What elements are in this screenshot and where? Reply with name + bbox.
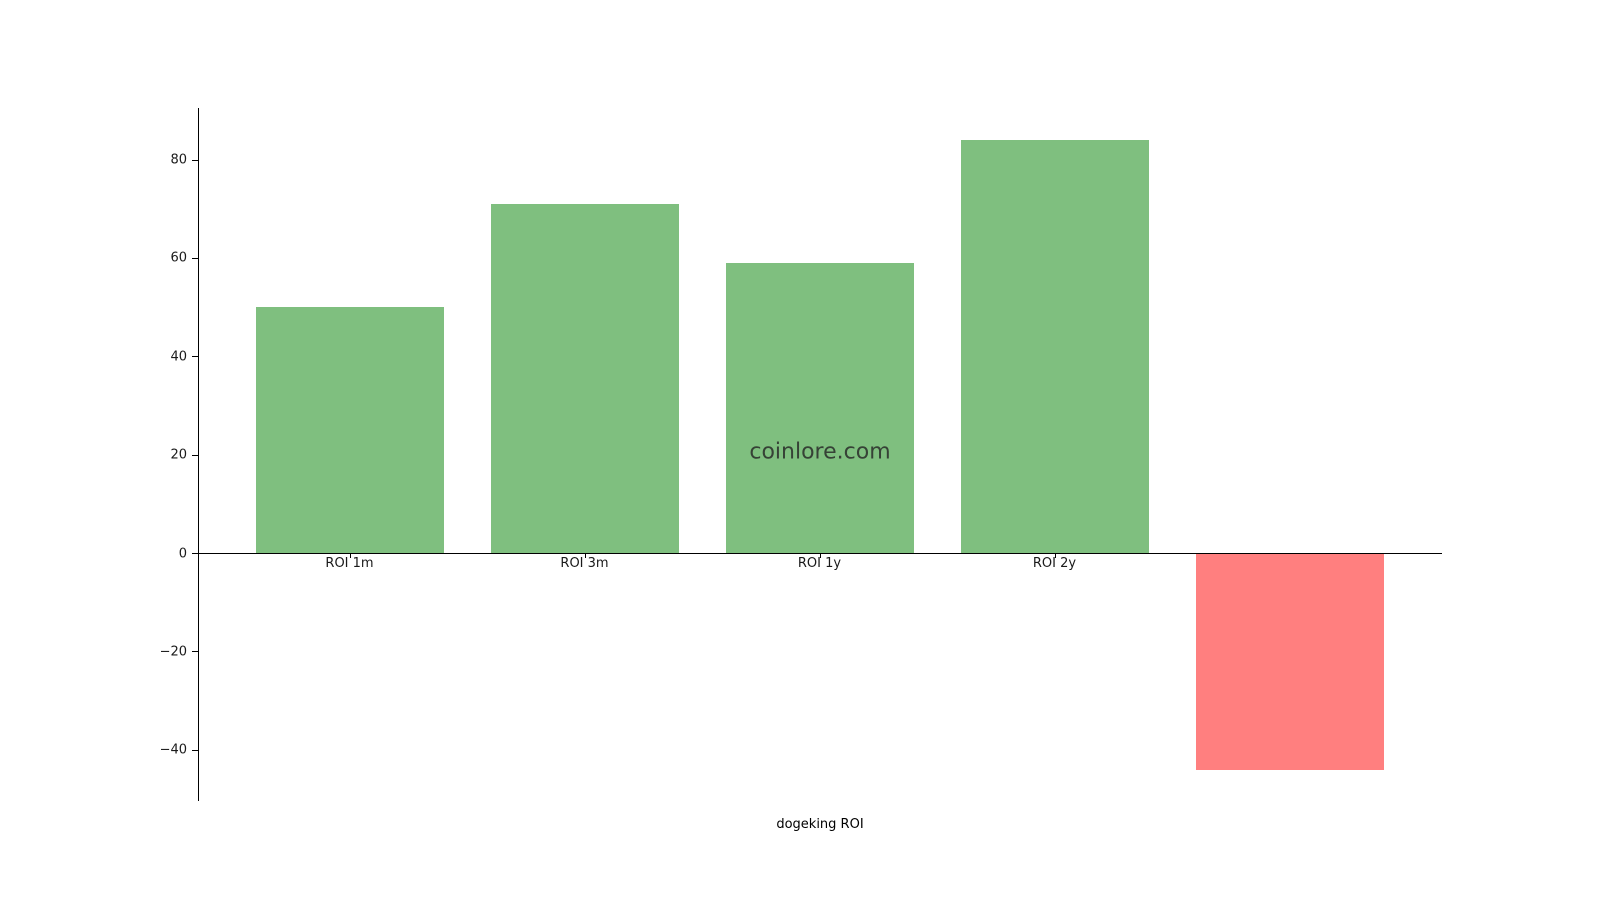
bar-roi-2y (960, 139, 1149, 553)
x-tick-label-roi-2y: ROI 2y (1032, 556, 1077, 571)
y-tick-label-0: 0 (178, 546, 187, 561)
y-axis-spine (198, 108, 199, 801)
y-tick-mark-60 (192, 257, 198, 259)
x-tick-label-roi-3m: ROI 3m (560, 556, 609, 571)
y-tick-mark-40 (192, 356, 198, 358)
x-tick-label-roi-1y: ROI 1y (797, 556, 842, 571)
bar-negative-5 (1195, 554, 1384, 771)
x-tick-label-roi-1m: ROI 1m (325, 556, 374, 571)
y-tick-label-80: 80 (170, 152, 187, 168)
y-tick-mark--40 (192, 749, 198, 751)
y-tick-label--40: −40 (159, 742, 187, 758)
x-tick-mark-roi-3m (584, 553, 586, 558)
x-axis-title: dogeking ROI (776, 817, 864, 832)
y-tick-mark--20 (192, 651, 198, 653)
x-tick-mark-roi-2y (1054, 553, 1056, 558)
bar-roi-1y (725, 262, 914, 553)
y-tick-mark-80 (192, 159, 198, 161)
bar-roi-1m (255, 307, 444, 553)
watermark-text: coinlore.com (749, 439, 891, 465)
y-tick-mark-20 (192, 454, 198, 456)
bar-roi-3m (490, 203, 679, 553)
y-tick-label-40: 40 (170, 349, 187, 365)
y-tick-label--20: −20 (159, 644, 187, 660)
x-axis-zero-line (198, 553, 1442, 554)
x-tick-mark-roi-1m (349, 553, 351, 558)
y-tick-mark-0 (192, 553, 198, 554)
y-tick-label-20: 20 (170, 447, 187, 463)
y-tick-label-60: 60 (170, 250, 187, 266)
x-tick-mark-roi-1y (819, 553, 821, 558)
